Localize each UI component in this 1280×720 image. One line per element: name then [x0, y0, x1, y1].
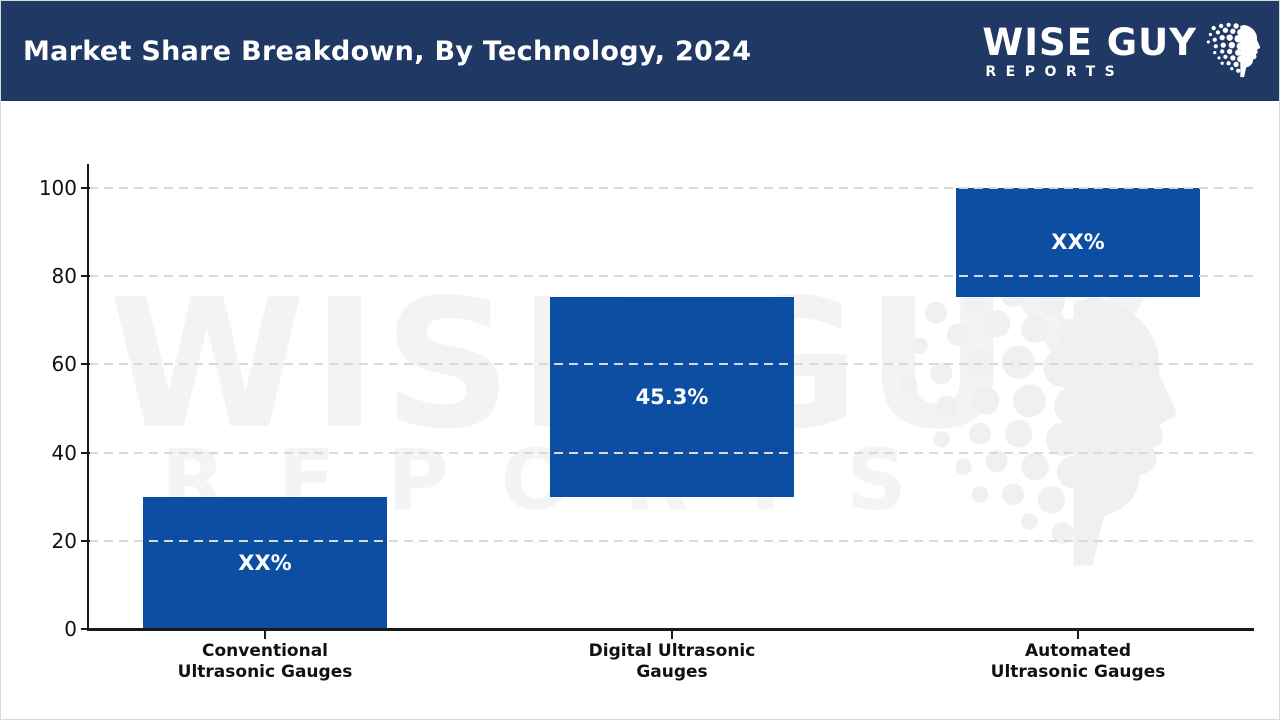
logo-wordmark: WISE GUY: [982, 20, 1197, 64]
x-tick-mark: [671, 631, 673, 639]
y-tick-mark: [81, 628, 90, 630]
x-category-label: Digital Ultrasonic Gauges: [512, 641, 832, 683]
logo-head-icon: [1206, 22, 1261, 78]
gridline: [89, 275, 1254, 278]
x-category-label: Conventional Ultrasonic Gauges: [105, 641, 425, 683]
x-category-line: Digital Ultrasonic: [588, 641, 756, 661]
gridline: [89, 451, 1254, 454]
y-tick-label: 0: [64, 617, 77, 641]
x-tick-mark: [264, 631, 266, 639]
bar-value-label: XX%: [238, 550, 292, 575]
bar-value-label: XX%: [1051, 230, 1105, 255]
y-tick-mark: [81, 187, 90, 189]
x-category-line: Automated: [1024, 641, 1132, 661]
x-axis-line: [87, 628, 1254, 631]
gridline: [89, 187, 1254, 189]
header: Market Share Breakdown, By Technology, 2…: [1, 1, 1279, 101]
logo-text: WISE GUY REPORTS: [982, 24, 1197, 79]
x-category-label: Automated Ultrasonic Gauges: [918, 641, 1238, 683]
x-category-line: Ultrasonic Gauges: [177, 662, 353, 682]
y-tick-mark: [81, 363, 90, 366]
y-tick-mark: [81, 275, 90, 278]
x-category-line: Conventional: [201, 641, 328, 661]
y-tick-mark: [81, 451, 90, 454]
y-tick-mark: [81, 539, 90, 542]
y-axis-line: [87, 164, 89, 630]
y-tick-label: 100: [38, 176, 77, 200]
gridline: [89, 539, 1254, 542]
y-tick-label: 40: [51, 440, 77, 465]
y-tick-label: 80: [51, 264, 77, 289]
page-title: Market Share Breakdown, By Technology, 2…: [23, 35, 752, 67]
bar-value-label: 45.3%: [635, 384, 709, 409]
y-tick-label: 60: [51, 352, 77, 377]
bar-segment: XX%: [956, 188, 1200, 297]
wise-guy-logo: WISE GUY REPORTS: [982, 10, 1267, 92]
y-tick-label: 20: [51, 528, 77, 553]
bar-segment: XX%: [143, 496, 387, 629]
x-tick-mark: [1077, 631, 1079, 639]
x-category-line: Ultrasonic Gauges: [990, 662, 1166, 682]
logo-subtitle: REPORTS: [985, 63, 1125, 80]
gridline: [89, 363, 1254, 366]
bar-segment: 45.3%: [550, 296, 794, 497]
x-category-line: Gauges: [636, 662, 708, 682]
